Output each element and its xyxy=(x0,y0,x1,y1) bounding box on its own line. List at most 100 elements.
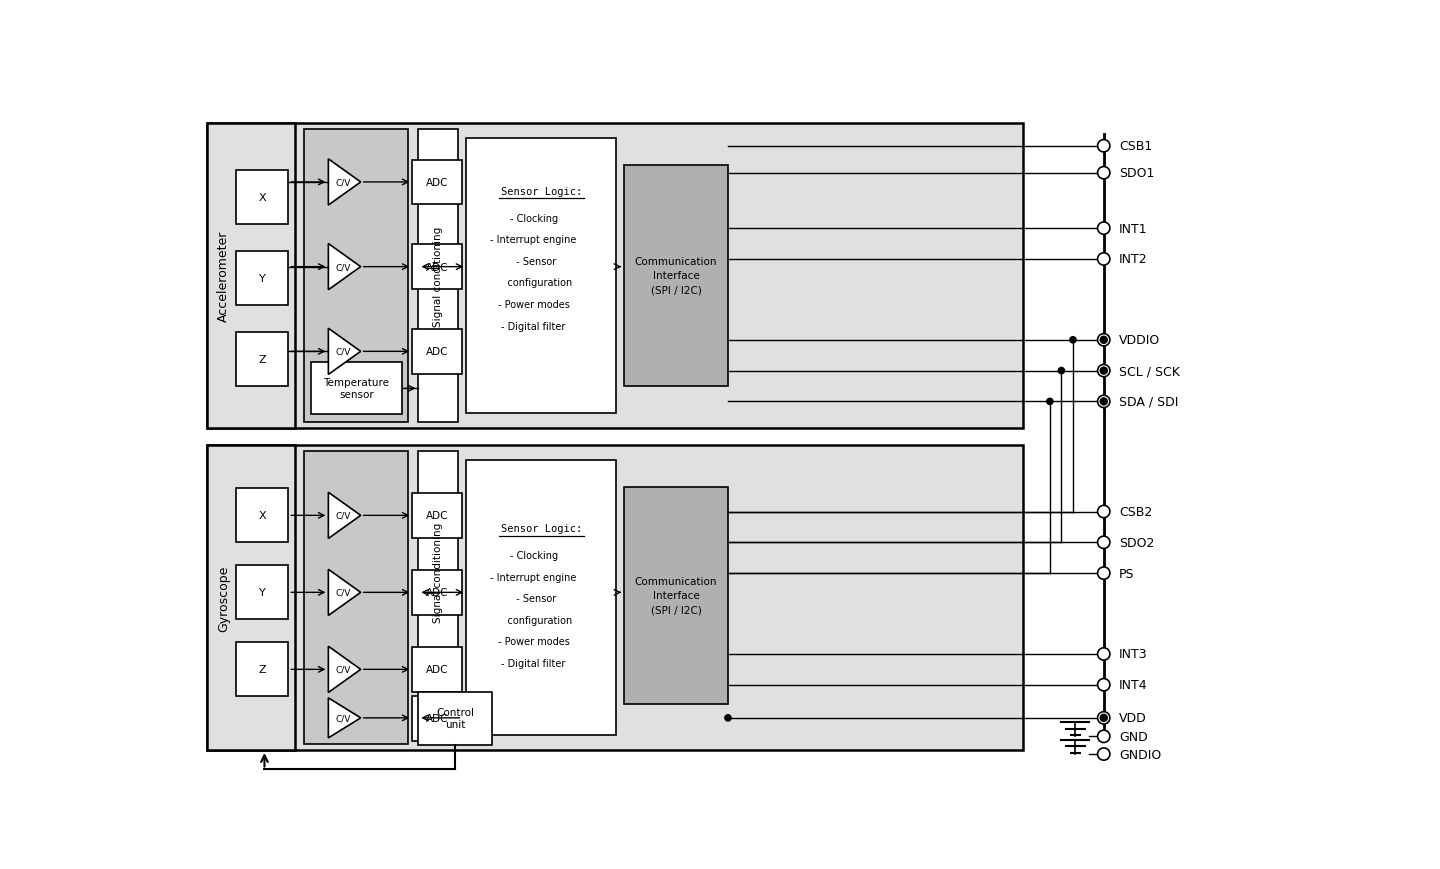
Circle shape xyxy=(724,714,732,722)
Bar xyxy=(467,139,616,414)
Text: configuration: configuration xyxy=(495,615,572,625)
Text: Control
unit: Control unit xyxy=(436,707,474,729)
Text: - Interrupt engine: - Interrupt engine xyxy=(491,235,577,245)
Bar xyxy=(311,362,402,415)
Circle shape xyxy=(1097,648,1110,660)
Text: GND: GND xyxy=(1119,730,1148,743)
Text: ADC: ADC xyxy=(426,347,449,357)
Circle shape xyxy=(1097,254,1110,266)
Circle shape xyxy=(1100,336,1107,345)
Text: ADC: ADC xyxy=(426,511,449,521)
Circle shape xyxy=(1097,222,1110,235)
Bar xyxy=(207,123,295,428)
Text: C/V: C/V xyxy=(336,178,351,187)
Text: Temperature
sensor: Temperature sensor xyxy=(324,378,389,400)
Text: CSB2: CSB2 xyxy=(1119,506,1152,519)
Text: - Power modes: - Power modes xyxy=(498,636,569,647)
Text: SDO1: SDO1 xyxy=(1119,167,1155,180)
Bar xyxy=(236,333,288,387)
Circle shape xyxy=(1097,730,1110,743)
Text: - Sensor: - Sensor xyxy=(510,256,557,267)
Text: Y: Y xyxy=(259,274,265,284)
Text: C/V: C/V xyxy=(336,665,351,674)
Bar xyxy=(412,647,462,692)
Text: CSB1: CSB1 xyxy=(1119,140,1152,153)
Bar xyxy=(412,329,462,375)
Bar xyxy=(207,123,1022,428)
Bar xyxy=(624,488,729,704)
Bar xyxy=(412,161,462,205)
Circle shape xyxy=(1097,168,1110,180)
Text: - Sensor: - Sensor xyxy=(510,594,557,603)
Circle shape xyxy=(1097,335,1110,347)
Polygon shape xyxy=(328,328,360,375)
Circle shape xyxy=(1097,506,1110,518)
Polygon shape xyxy=(328,244,360,290)
Bar xyxy=(304,129,409,422)
Bar xyxy=(467,461,616,735)
Text: configuration: configuration xyxy=(495,278,572,289)
Circle shape xyxy=(1097,748,1110,760)
Text: ADC: ADC xyxy=(426,587,449,598)
Polygon shape xyxy=(328,493,360,539)
Bar xyxy=(236,643,288,696)
Polygon shape xyxy=(328,698,360,738)
Text: X: X xyxy=(258,193,266,203)
Text: VDD: VDD xyxy=(1119,712,1146,725)
Bar xyxy=(412,494,462,538)
Text: Communication
Interface
(SPI / I2C): Communication Interface (SPI / I2C) xyxy=(635,577,717,614)
Text: ADC: ADC xyxy=(426,713,449,723)
Bar xyxy=(412,245,462,289)
Text: - Digital filter: - Digital filter xyxy=(501,322,566,331)
Bar xyxy=(419,451,458,693)
Text: ADC: ADC xyxy=(426,178,449,188)
Circle shape xyxy=(1045,398,1054,406)
Circle shape xyxy=(1097,365,1110,377)
Bar xyxy=(624,166,729,387)
Circle shape xyxy=(1100,713,1107,722)
Text: C/V: C/V xyxy=(336,588,351,597)
Text: INT4: INT4 xyxy=(1119,679,1148,692)
Text: Signal conditioning: Signal conditioning xyxy=(433,226,444,326)
Text: SDA / SDI: SDA / SDI xyxy=(1119,395,1178,408)
Circle shape xyxy=(1097,679,1110,691)
Circle shape xyxy=(1097,395,1110,408)
Circle shape xyxy=(1100,398,1107,406)
Text: INT2: INT2 xyxy=(1119,253,1148,266)
Text: PS: PS xyxy=(1119,567,1135,580)
Bar xyxy=(207,445,295,750)
Text: Communication
Interface
(SPI / I2C): Communication Interface (SPI / I2C) xyxy=(635,257,717,295)
Text: - Clocking: - Clocking xyxy=(510,214,557,223)
Text: C/V: C/V xyxy=(336,262,351,272)
Polygon shape xyxy=(328,569,360,616)
Text: C/V: C/V xyxy=(336,348,351,356)
Text: X: X xyxy=(258,511,266,521)
Text: SCL / SCK: SCL / SCK xyxy=(1119,365,1179,378)
Bar xyxy=(207,445,1022,750)
Text: INT1: INT1 xyxy=(1119,222,1148,235)
Text: - Interrupt engine: - Interrupt engine xyxy=(491,572,577,582)
Bar xyxy=(236,489,288,542)
Text: - Digital filter: - Digital filter xyxy=(501,658,566,668)
Text: INT3: INT3 xyxy=(1119,647,1148,660)
Bar xyxy=(419,129,458,422)
Bar xyxy=(236,252,288,306)
Text: Signal conditioning: Signal conditioning xyxy=(433,521,444,622)
Text: C/V: C/V xyxy=(336,713,351,722)
Text: GNDIO: GNDIO xyxy=(1119,747,1162,760)
Circle shape xyxy=(1097,536,1110,549)
Circle shape xyxy=(1097,567,1110,580)
Bar xyxy=(412,696,462,741)
Text: Z: Z xyxy=(258,665,266,674)
Circle shape xyxy=(1068,336,1077,344)
Circle shape xyxy=(1100,367,1107,375)
Bar xyxy=(236,171,288,225)
Text: Z: Z xyxy=(258,355,266,365)
Text: Sensor Logic:: Sensor Logic: xyxy=(501,187,582,196)
Bar xyxy=(412,570,462,615)
Text: Sensor Logic:: Sensor Logic: xyxy=(501,523,582,534)
Text: SDO2: SDO2 xyxy=(1119,536,1155,549)
Text: - Power modes: - Power modes xyxy=(498,300,569,309)
Circle shape xyxy=(1097,712,1110,724)
Text: - Clocking: - Clocking xyxy=(510,550,557,561)
